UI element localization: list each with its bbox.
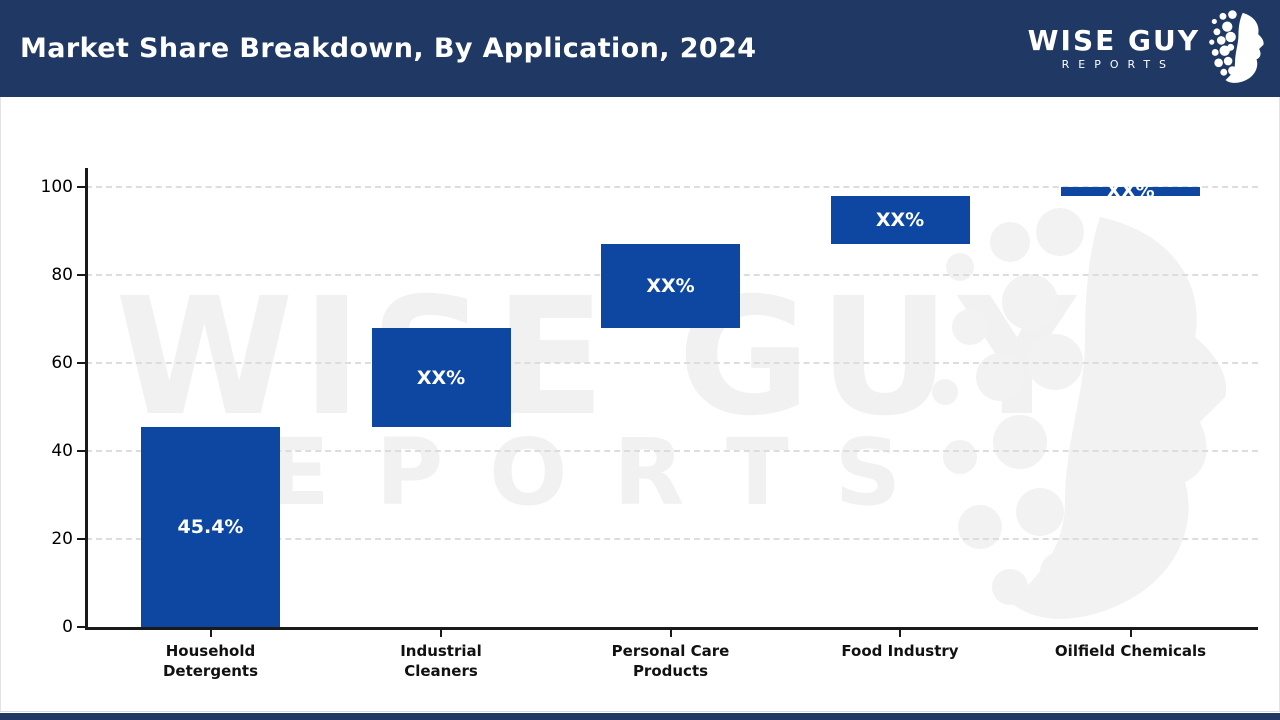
footer-band [0,713,1280,720]
bar-value-label: XX% [875,208,925,231]
left-border [0,97,1,712]
y-tick-mark [77,362,86,364]
bar-segment: XX% [601,244,740,328]
y-tick-mark [77,186,86,188]
x-tick-mark [209,629,212,637]
bar-segment: XX% [1061,180,1200,202]
logo-wordmark: WISE GUY REPORTS [1027,24,1200,71]
y-gridline [86,450,1258,452]
y-tick-label: 100 [40,177,73,197]
watermark-head-icon [932,208,1227,619]
logo-line1: WISE GUY [1027,24,1200,57]
x-category-label: Food Industry [841,642,959,660]
wiseguy-logo: WISE GUY REPORTS [1028,8,1266,90]
logo-line2: REPORTS [1061,58,1176,71]
logo-head-icon [1209,9,1264,83]
x-category-label: Personal Care Products [611,642,730,681]
x-tick-mark [440,629,442,637]
y-gridline [86,538,1258,540]
bar-value-label: XX% [646,274,695,297]
bar-value-label: XX% [416,366,466,389]
x-category-label: Household Detergents [162,642,259,681]
y-tick-mark [77,450,86,452]
bar-value-label: 45.4% [177,516,244,539]
y-tick-label: 40 [51,441,73,461]
bar-segment: 45.4% [141,427,280,627]
y-tick-label: 20 [51,529,73,549]
y-axis-spine [85,168,88,629]
bar-segment: XX% [830,195,970,245]
x-tick-mark [1129,629,1132,637]
watermark-line1: WISE GUY [115,264,1084,452]
x-tick-mark [899,629,901,637]
x-category-label: Oilfield Chemicals [1054,642,1207,660]
header-band: Market Share Breakdown, By Application, … [0,0,1280,97]
chart-title: Market Share Breakdown, By Application, … [20,33,757,64]
bar-segment: XX% [371,327,511,428]
x-tick-mark [669,629,672,637]
bottom-border-rule [0,711,1280,712]
x-category-label: Industrial Cleaners [400,642,482,681]
y-gridline [86,186,1258,188]
plot-area: WISE GUY REPORTS 0 20 40 60 80 100 45.4% Househ… [0,97,1280,713]
y-tick-label: 0 [62,617,73,637]
y-tick-label: 80 [51,265,73,285]
y-tick-label: 60 [51,353,73,373]
bar-value-label: XX% [1106,180,1155,203]
y-tick-mark [77,538,86,540]
y-tick-mark [77,626,86,628]
y-tick-mark [77,274,86,276]
x-axis-spine [85,627,1258,630]
y-gridline [86,362,1258,364]
